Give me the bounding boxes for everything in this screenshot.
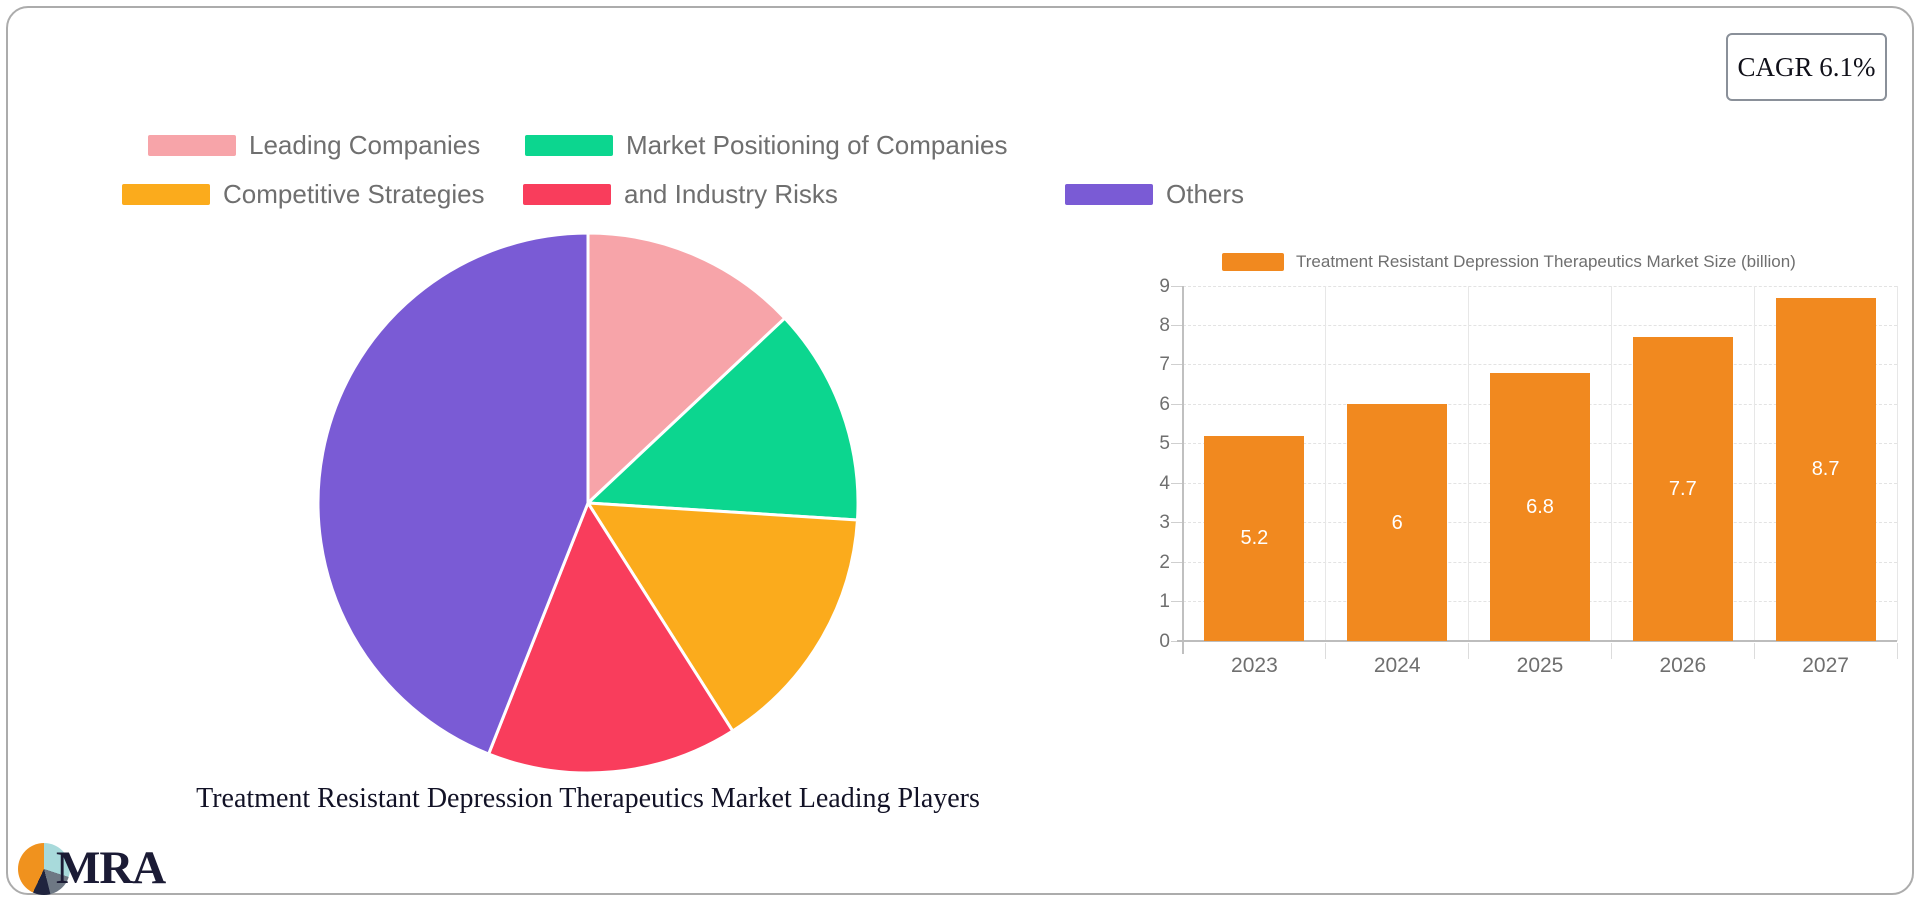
pie-chart: [316, 231, 860, 775]
y-gridline: [1183, 324, 1897, 326]
bar-value-label: 6: [1391, 511, 1403, 534]
bar: [1204, 435, 1305, 641]
bar-value-label: 7.7: [1668, 478, 1697, 501]
cagr-badge-label: CAGR 6.1%: [1737, 51, 1876, 82]
y-axis-tick-label: 5: [1159, 433, 1170, 455]
x-axis-category-label: 2023: [1231, 654, 1278, 677]
y-axis-tick-mark: [1171, 285, 1183, 287]
y-axis-tick-label: 7: [1159, 354, 1170, 376]
cagr-badge: CAGR 6.1%: [1726, 33, 1887, 101]
x-axis-category-label: 2024: [1373, 654, 1421, 677]
pie-slice: [316, 231, 590, 756]
y-axis-tick-label: 0: [1159, 630, 1170, 652]
pie-slice: [487, 501, 735, 775]
bar-legend-swatch: [1222, 253, 1284, 271]
bar-value-label: 8.7: [1811, 458, 1840, 481]
x-axis-category-label: 2027: [1802, 654, 1849, 677]
x-gridline: [1896, 286, 1898, 641]
pie-slice: [586, 231, 787, 505]
bar: [1632, 337, 1733, 641]
pie-legend-swatch: [148, 134, 236, 156]
mra-logo-pie-icon: [18, 843, 70, 895]
y-axis-tick-mark: [1171, 403, 1183, 405]
x-axis-tick-mark: [1896, 643, 1898, 659]
x-axis-tick-mark: [1468, 643, 1470, 659]
y-axis-tick-mark: [1171, 601, 1183, 603]
x-axis-tick-mark: [1753, 643, 1755, 659]
y-axis-tick-mark: [1171, 482, 1183, 484]
mra-logo: MRA: [18, 840, 238, 898]
pie-legend-swatch: [525, 134, 613, 156]
bar-legend-item[interactable]: Treatment Resistant Depression Therapeut…: [1222, 252, 1796, 272]
y-axis-tick-label: 2: [1159, 551, 1170, 573]
y-axis-tick-label: 3: [1159, 512, 1170, 534]
x-gridline: [1468, 286, 1470, 641]
y-axis-line: [1182, 286, 1184, 654]
pie-legend-item[interactable]: Market Positioning of Companies: [525, 128, 1008, 162]
bar-value-label: 5.2: [1240, 527, 1269, 550]
x-axis-category-label: 2025: [1516, 654, 1564, 677]
y-gridline: [1183, 285, 1897, 287]
pie-legend-label: Others: [1166, 178, 1245, 209]
x-axis-category-label: 2026: [1659, 654, 1707, 677]
pie-legend-label: Competitive Strategies: [223, 178, 485, 209]
pie-legend-swatch: [122, 183, 210, 205]
bar-legend-label: Treatment Resistant Depression Therapeut…: [1296, 252, 1796, 271]
bar: [1775, 297, 1876, 641]
bar-value-label: 6.8: [1526, 495, 1554, 518]
bar: [1347, 404, 1448, 641]
pie-chart-title: Treatment Resistant Depression Therapeut…: [196, 783, 980, 814]
y-axis-tick-label: 8: [1159, 314, 1170, 336]
pie-slice: [586, 501, 859, 733]
pie-legend-swatch: [523, 183, 611, 205]
y-gridline: [1183, 364, 1897, 366]
x-gridline: [1753, 286, 1755, 641]
pie-legend-label: Market Positioning of Companies: [626, 129, 1008, 160]
y-axis-tick-mark: [1171, 364, 1183, 366]
pie-legend-item[interactable]: Competitive Strategies: [122, 177, 485, 211]
x-axis-line: [1177, 640, 1897, 642]
y-axis-tick-label: 4: [1159, 472, 1170, 494]
y-axis-tick-label: 1: [1159, 591, 1170, 613]
pie-slice: [586, 316, 860, 522]
pie-legend-swatch: [1065, 183, 1153, 205]
bar: [1490, 372, 1590, 641]
y-axis-tick-label: 6: [1159, 393, 1170, 415]
mra-logo-text: MRA: [56, 842, 166, 894]
x-axis-tick-mark: [1325, 643, 1327, 659]
y-axis-tick-label: 9: [1159, 275, 1170, 297]
pie-legend-item[interactable]: Others: [1065, 177, 1244, 211]
y-axis-tick-mark: [1171, 324, 1183, 326]
pie-legend-label: Leading Companies: [249, 129, 481, 160]
x-axis-tick-mark: [1610, 643, 1612, 659]
x-gridline: [1610, 286, 1612, 641]
y-axis-tick-mark: [1171, 561, 1183, 563]
pie-legend-label: and Industry Risks: [624, 178, 838, 209]
x-gridline: [1325, 286, 1327, 641]
pie-legend-item[interactable]: Leading Companies: [148, 128, 480, 162]
pie-legend-item[interactable]: and Industry Risks: [523, 177, 838, 211]
y-axis-tick-mark: [1171, 443, 1183, 445]
y-axis-tick-mark: [1171, 522, 1183, 524]
